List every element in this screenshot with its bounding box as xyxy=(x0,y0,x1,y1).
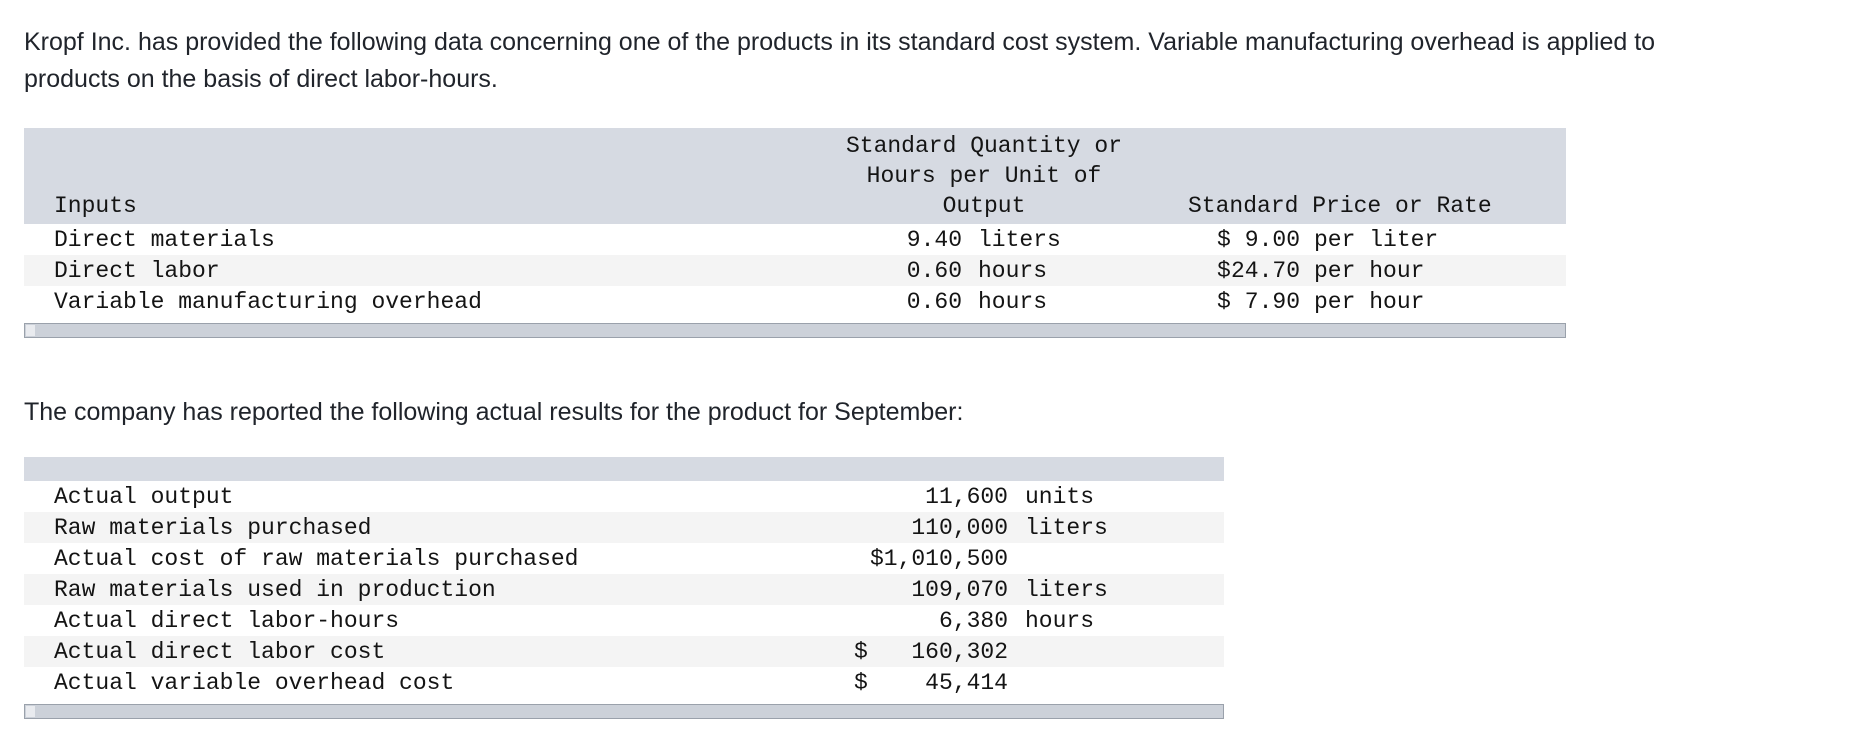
input-label: Direct labor xyxy=(54,257,220,284)
result-label: Actual cost of raw materials purchased xyxy=(54,545,579,572)
horizontal-scrollbar[interactable] xyxy=(24,323,1566,338)
result-label: Actual direct labor-hours xyxy=(54,607,400,634)
table-row: Actual variable overhead cost $ 45,414 xyxy=(24,667,1224,698)
price-unit: per liter xyxy=(1314,226,1439,253)
quantity-unit: hours xyxy=(978,257,1048,284)
result-value: 45,414 xyxy=(925,669,1008,696)
table-row: Actual direct labor cost $ 160,302 xyxy=(24,636,1224,667)
currency-symbol: $ xyxy=(1217,257,1231,284)
result-unit: liters xyxy=(1025,514,1108,541)
result-label: Actual direct labor cost xyxy=(54,638,386,665)
table-row: Direct labor 0.60 hours $ 24.70 per hour xyxy=(24,255,1566,286)
problem-page: Kropf Inc. has provided the following da… xyxy=(24,28,1656,719)
quantity-unit: liters xyxy=(978,226,1061,253)
standards-table-body: Direct materials 9.40 liters $ 9.00 per … xyxy=(24,224,1566,317)
input-label: Direct materials xyxy=(54,226,275,253)
result-unit: liters xyxy=(1025,576,1108,603)
table-row: Variable manufacturing overhead 0.60 hou… xyxy=(24,286,1566,317)
standards-table: Inputs Standard Quantity or Hours per Un… xyxy=(24,128,1566,338)
result-unit: units xyxy=(1025,483,1095,510)
price-value: 24.70 xyxy=(1231,257,1301,284)
result-label: Actual output xyxy=(54,483,234,510)
actuals-table: Actual output 11,600 units Raw materials… xyxy=(24,457,1224,719)
result-value: 110,000 xyxy=(911,514,1008,541)
table-row: Actual output 11,600 units xyxy=(24,481,1224,512)
column-header-quantity-line1: Standard Quantity or xyxy=(845,133,1123,159)
result-label: Raw materials purchased xyxy=(54,514,372,541)
quantity-value: 0.60 xyxy=(906,257,962,284)
currency-symbol: $ xyxy=(1217,226,1231,253)
result-value: 109,070 xyxy=(911,576,1008,603)
result-value: 6,380 xyxy=(938,607,1008,634)
column-header-inputs: Inputs xyxy=(54,193,137,219)
column-header-quantity-line2: Hours per Unit of xyxy=(866,163,1102,189)
column-header-price: Standard Price or Rate xyxy=(1188,193,1492,219)
actuals-paragraph: The company has reported the following a… xyxy=(24,398,964,426)
result-value: $1,010,500 xyxy=(869,545,1008,572)
currency-symbol: $ xyxy=(1217,288,1231,315)
price-unit: per hour xyxy=(1314,288,1425,315)
actuals-table-header xyxy=(24,457,1224,481)
standards-table-header: Inputs Standard Quantity or Hours per Un… xyxy=(24,128,1566,224)
table-row: Actual cost of raw materials purchased $… xyxy=(24,543,1224,574)
table-row: Raw materials used in production 109,070… xyxy=(24,574,1224,605)
result-label: Actual variable overhead cost xyxy=(54,669,455,696)
result-value: 11,600 xyxy=(925,483,1008,510)
quantity-unit: hours xyxy=(978,288,1048,315)
price-unit: per hour xyxy=(1314,257,1425,284)
quantity-value: 9.40 xyxy=(906,226,962,253)
result-label: Raw materials used in production xyxy=(54,576,496,603)
currency-symbol: $ xyxy=(854,638,868,665)
actuals-table-body: Actual output 11,600 units Raw materials… xyxy=(24,481,1224,698)
result-unit: hours xyxy=(1025,607,1095,634)
table-row: Direct materials 9.40 liters $ 9.00 per … xyxy=(24,224,1566,255)
input-label: Variable manufacturing overhead xyxy=(54,288,482,315)
currency-symbol: $ xyxy=(854,669,868,696)
table-row: Raw materials purchased 110,000 liters xyxy=(24,512,1224,543)
price-value: 7.90 xyxy=(1244,288,1300,315)
horizontal-scrollbar[interactable] xyxy=(24,704,1224,719)
result-value: 160,302 xyxy=(911,638,1008,665)
quantity-value: 0.60 xyxy=(906,288,962,315)
price-value: 9.00 xyxy=(1244,226,1300,253)
table-row: Actual direct labor-hours 6,380 hours xyxy=(24,605,1224,636)
intro-paragraph: Kropf Inc. has provided the following da… xyxy=(24,28,1656,93)
column-header-quantity-line3: Output xyxy=(942,193,1026,219)
